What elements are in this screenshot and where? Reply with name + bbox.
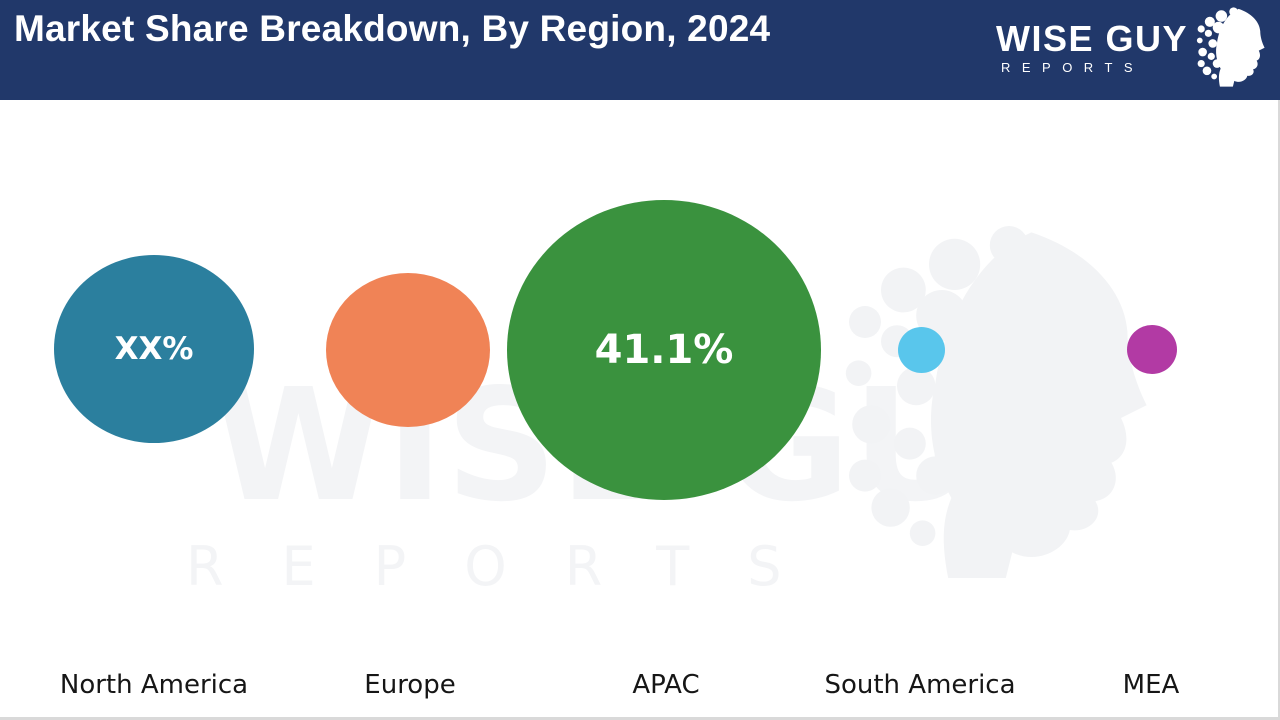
- category-label-north-america: North America: [59, 670, 249, 700]
- bubble-south-america: [898, 327, 945, 373]
- bubble-value-label: XX%: [114, 331, 194, 367]
- watermark-reports: REPORTS: [186, 535, 840, 598]
- bubble-mea: [1127, 325, 1177, 374]
- category-label-south-america: South America: [824, 670, 1016, 700]
- category-label-apac: APAC: [632, 670, 700, 700]
- watermark-head-icon: [845, 226, 1147, 578]
- chart-area: WISE GUY REPORTS XX% 41.1% North America…: [0, 100, 1280, 720]
- logo-tagline-text: REPORTS: [1000, 59, 1145, 75]
- header-banner: Market Share Breakdown, By Region, 2024 …: [0, 0, 1280, 100]
- wiseguy-logo: WISE GUY REPORTS: [996, 6, 1266, 88]
- category-label-europe: Europe: [364, 670, 456, 700]
- logo-name-text: WISE GUY: [995, 18, 1188, 60]
- bubble-north-america: XX%: [54, 255, 254, 443]
- bubble-value-label: 41.1%: [594, 327, 734, 373]
- category-label-mea: MEA: [1122, 670, 1180, 700]
- bubble-europe: [326, 273, 490, 427]
- page-title: Market Share Breakdown, By Region, 2024: [14, 8, 771, 49]
- wiseguy-head-icon: [1196, 7, 1265, 87]
- bubble-apac: 41.1%: [507, 200, 821, 500]
